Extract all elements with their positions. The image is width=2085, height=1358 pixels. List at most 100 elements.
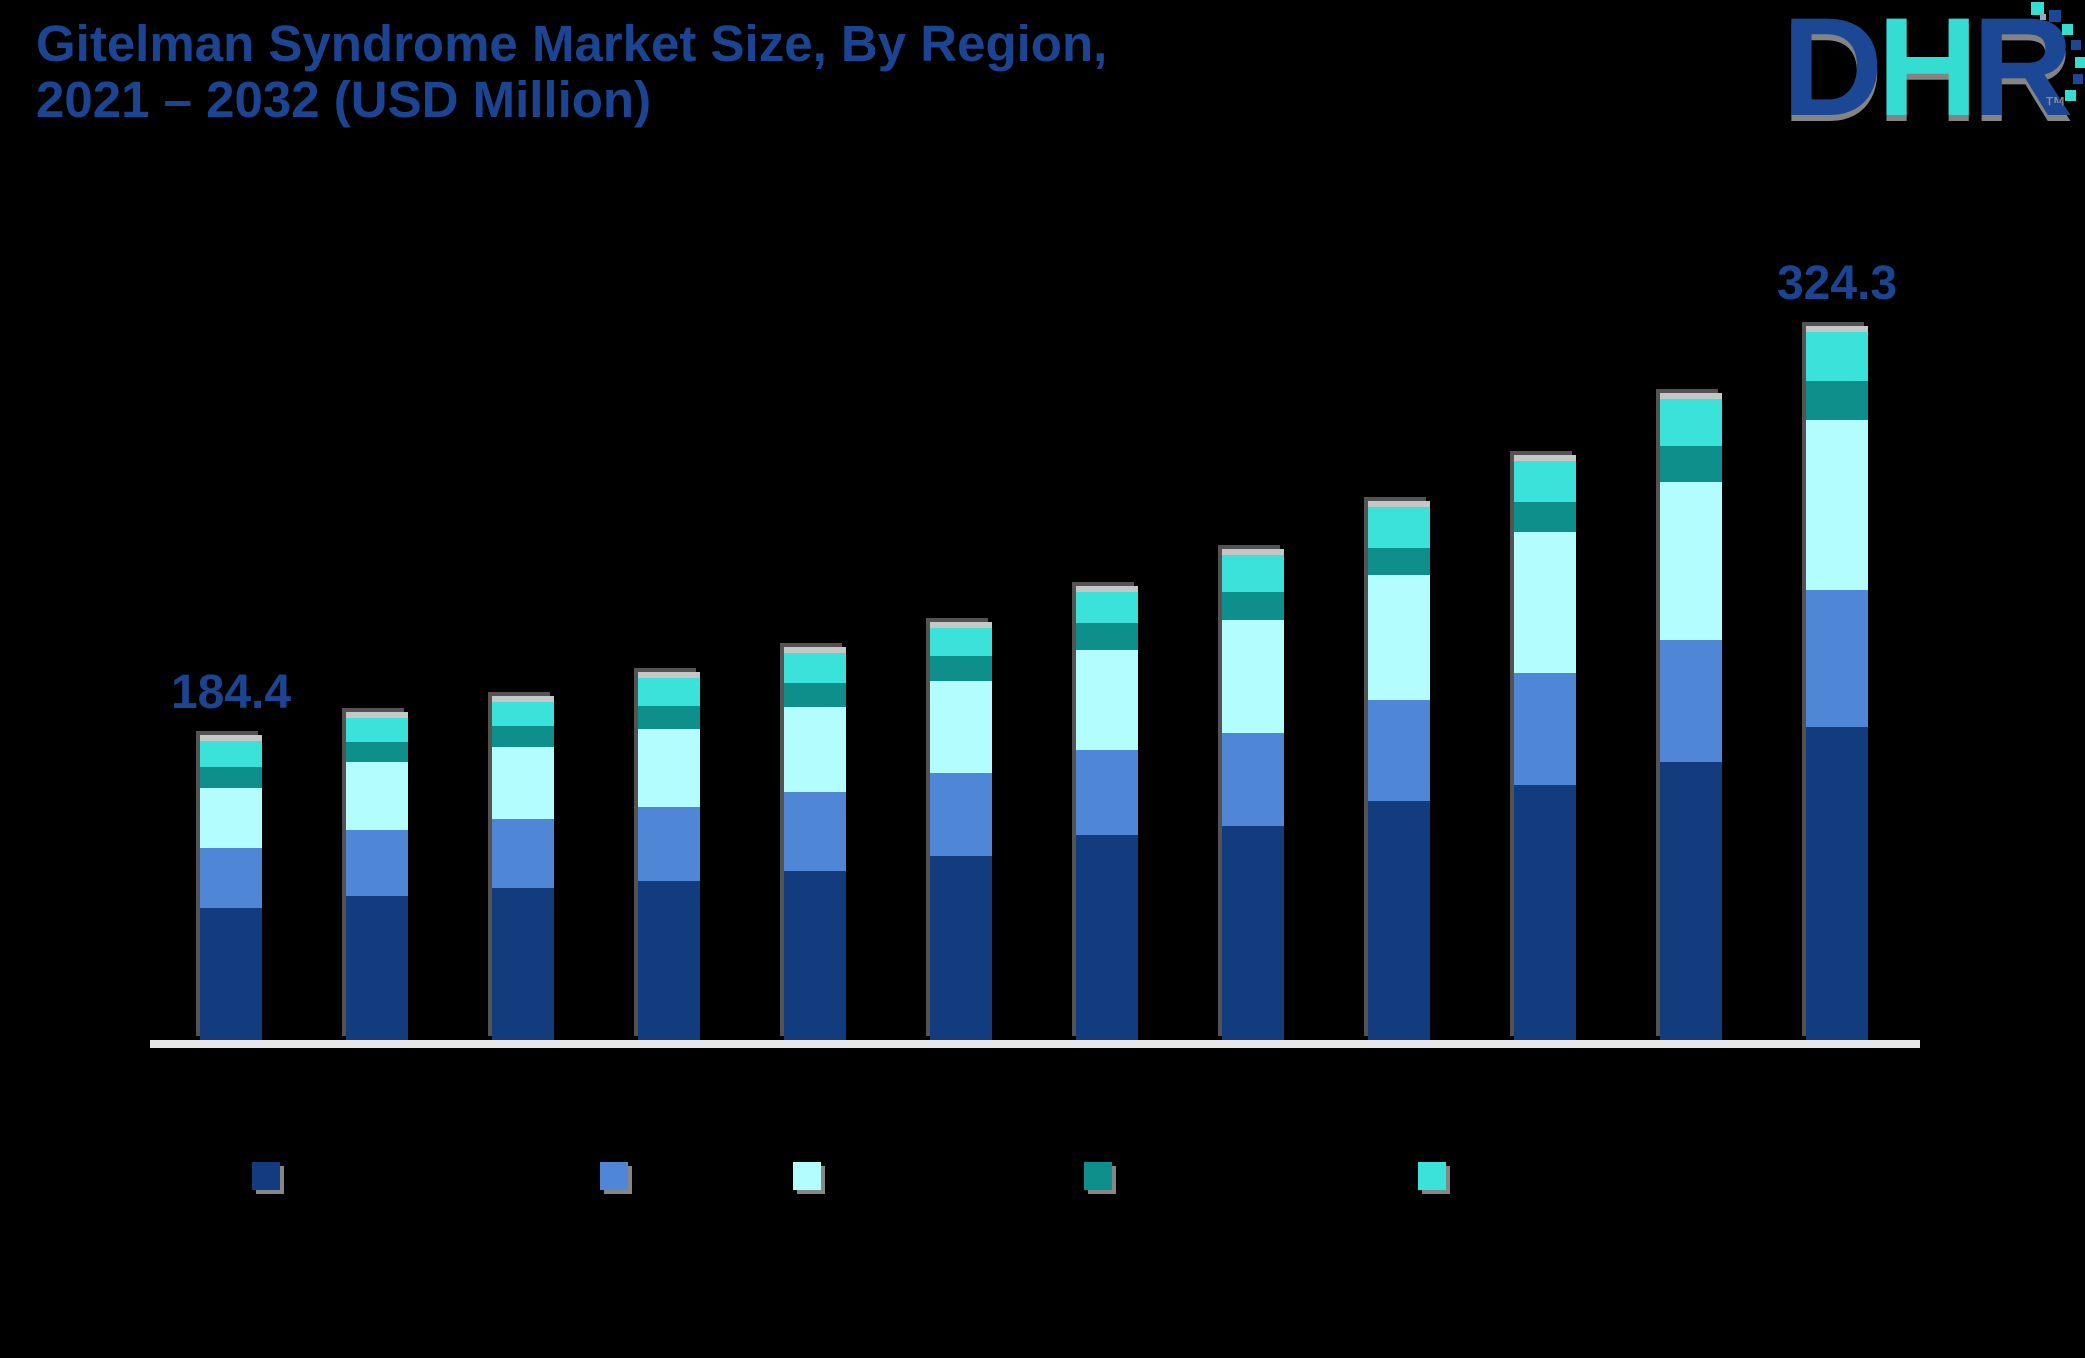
bar-2023 [492, 696, 554, 1040]
bar-2025-segment-series-3-pale-cyan [784, 707, 846, 792]
bar-2029-segment-series-2-blue [1368, 700, 1430, 801]
bar-2021-segment-series-3-pale-cyan [200, 788, 262, 848]
bar-2022-segment-series-5-turquoise [346, 718, 408, 742]
bar-2023-segment-series-3-pale-cyan [492, 747, 554, 819]
logo-dot [2073, 74, 2083, 84]
bar-top-cap [346, 712, 408, 718]
bar-2032-segment-series-2-blue [1806, 590, 1868, 727]
value-label-first-bar: 184.4 [170, 666, 292, 719]
bar-2029-segment-series-3-pale-cyan [1368, 575, 1430, 700]
bar-2031-segment-series-4-teal [1660, 446, 1722, 482]
bar-2024-segment-series-2-blue [638, 807, 700, 881]
bar-2031-segment-series-2-blue [1660, 640, 1722, 762]
bar-2027-segment-series-5-turquoise [1076, 592, 1138, 623]
bar-top-cap [1660, 393, 1722, 399]
bar-2026-segment-series-5-turquoise [930, 628, 992, 656]
bar-2026-segment-series-1-navy [930, 856, 992, 1040]
bar-2030-segment-series-3-pale-cyan [1514, 532, 1576, 673]
bar-2022-segment-series-3-pale-cyan [346, 762, 408, 830]
chart-title-line1: Gitelman Syndrome Market Size, By Region… [36, 15, 1108, 72]
bar-2032-segment-series-4-teal [1806, 381, 1868, 420]
bar-2029-segment-series-1-navy [1368, 801, 1430, 1040]
bar-2030-segment-series-4-teal [1514, 502, 1576, 532]
bar-top-cap [930, 622, 992, 628]
bar-2021-segment-series-1-navy [200, 908, 262, 1040]
bar-2030 [1514, 455, 1576, 1040]
bar-2025-segment-series-1-navy [784, 871, 846, 1040]
bar-2032-segment-series-1-navy [1806, 727, 1868, 1040]
bar-2028-segment-series-2-blue [1222, 733, 1284, 826]
bar-2029-segment-series-5-turquoise [1368, 507, 1430, 548]
bar-2024-segment-series-3-pale-cyan [638, 729, 700, 807]
bar-2024 [638, 672, 700, 1040]
bar-top-cap [1076, 586, 1138, 592]
legend-swatch-series-4-teal [1084, 1162, 1112, 1190]
bar-2025-segment-series-2-blue [784, 792, 846, 871]
bar-top-cap [1514, 455, 1576, 461]
bar-2021-segment-series-4-teal [200, 767, 262, 788]
bar-2030-segment-series-1-navy [1514, 785, 1576, 1040]
bar-2022-segment-series-4-teal [346, 742, 408, 762]
bar-2024-segment-series-4-teal [638, 706, 700, 729]
logo-dot [2031, 2, 2044, 15]
bar-top-cap [1368, 501, 1430, 507]
bar-2022-segment-series-2-blue [346, 830, 408, 896]
bar-2029 [1368, 501, 1430, 1040]
bar-2030-segment-series-2-blue [1514, 673, 1576, 785]
bar-2031-segment-series-5-turquoise [1660, 399, 1722, 446]
bar-top-cap [1806, 326, 1868, 332]
logo-dot [2065, 90, 2076, 101]
bar-top-cap [784, 647, 846, 653]
legend-swatch-series-3-pale-cyan [793, 1162, 821, 1190]
bar-2032-segment-series-3-pale-cyan [1806, 420, 1868, 590]
bar-2028-segment-series-1-navy [1222, 826, 1284, 1040]
bar-2031-segment-series-3-pale-cyan [1660, 482, 1722, 640]
value-label-last-bar: 324.3 [1776, 257, 1898, 310]
bar-2022-segment-series-1-navy [346, 896, 408, 1040]
bar-2027 [1076, 586, 1138, 1040]
logo-dot [2052, 103, 2061, 112]
bar-2023-segment-series-4-teal [492, 726, 554, 747]
bar-2028 [1222, 549, 1284, 1040]
legend-swatch-series-1-navy [252, 1162, 280, 1190]
bar-top-cap [200, 735, 262, 741]
bar-2026-segment-series-2-blue [930, 773, 992, 856]
bar-2027-segment-series-4-teal [1076, 623, 1138, 650]
logo-dot [2040, 14, 2046, 20]
bar-top-cap [1222, 549, 1284, 555]
bar-2029-segment-series-4-teal [1368, 548, 1430, 575]
logo-letter-r: R [1972, 0, 2073, 145]
logo-dot [2075, 57, 2085, 68]
dhr-logo: DHR [1782, 0, 2073, 145]
bar-top-cap [638, 672, 700, 678]
bar-2025-segment-series-5-turquoise [784, 653, 846, 683]
bar-2027-segment-series-3-pale-cyan [1076, 650, 1138, 750]
bar-2021 [200, 735, 262, 1040]
bar-2028-segment-series-5-turquoise [1222, 555, 1284, 592]
bar-2024-segment-series-1-navy [638, 881, 700, 1040]
bar-2031-segment-series-1-navy [1660, 762, 1722, 1040]
legend-swatch-series-2-blue [600, 1162, 628, 1190]
bar-2028-segment-series-4-teal [1222, 592, 1284, 620]
logo-dot [2062, 24, 2073, 35]
bar-2023-segment-series-1-navy [492, 888, 554, 1040]
bar-2032 [1806, 326, 1868, 1040]
bar-2027-segment-series-1-navy [1076, 835, 1138, 1040]
bar-2026 [930, 622, 992, 1040]
bar-2031 [1660, 393, 1722, 1040]
bar-2027-segment-series-2-blue [1076, 750, 1138, 835]
bar-2025 [784, 647, 846, 1040]
bar-2026-segment-series-4-teal [930, 656, 992, 681]
bar-2022 [346, 712, 408, 1040]
bar-2021-segment-series-2-blue [200, 848, 262, 908]
bar-top-cap [492, 696, 554, 702]
bar-2023-segment-series-5-turquoise [492, 702, 554, 726]
bar-2024-segment-series-5-turquoise [638, 678, 700, 706]
x-axis-line [150, 1040, 1920, 1048]
logo-dot [2049, 10, 2061, 22]
logo-letter-h: H [1877, 0, 1978, 145]
bar-2032-segment-series-5-turquoise [1806, 332, 1868, 381]
bar-2030-segment-series-5-turquoise [1514, 461, 1576, 502]
bar-2028-segment-series-3-pale-cyan [1222, 620, 1284, 733]
